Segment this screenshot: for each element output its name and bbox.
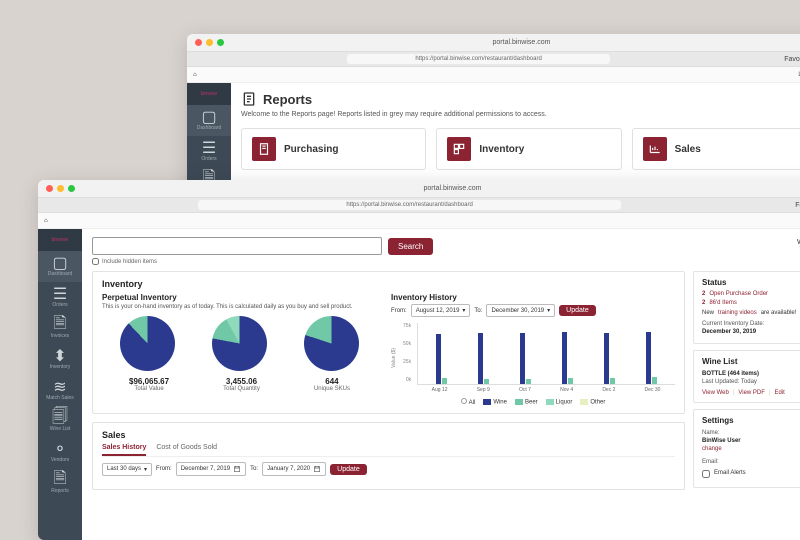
tab-sales-history[interactable]: Sales History — [102, 444, 146, 456]
settings-panel: Settings Name:BinWise Userchange Email: … — [693, 409, 800, 489]
bar-group — [562, 332, 573, 384]
pie-chart — [120, 316, 175, 371]
url-field[interactable]: https://portal.binwise.com/restaurant/da… — [347, 54, 610, 64]
close-dot[interactable] — [195, 39, 202, 46]
calendar-icon — [313, 465, 321, 473]
bar-group — [436, 334, 447, 384]
orders-icon: ☰ — [203, 142, 215, 154]
reports-icon — [241, 91, 257, 107]
inventory-icon — [447, 137, 471, 161]
winelist-icon: 🗐 — [54, 412, 66, 424]
close-dot[interactable] — [46, 185, 53, 192]
orders-icon: ☰ — [54, 288, 66, 300]
sales-update-button[interactable]: Update — [330, 464, 367, 475]
sales-panel: Sales Sales History Cost of Goods Sold L… — [92, 422, 685, 490]
edit-link[interactable]: Edit — [775, 390, 785, 396]
inventory-history-chart: Value ($) 75k50k25k0k Aug 12Sep 9Oct 7No… — [391, 323, 675, 393]
zoom-dot[interactable] — [68, 185, 75, 192]
dashboard-main: Search Welcome, Today is M Include hidde… — [82, 229, 800, 540]
nav-matchsales[interactable]: ≋Match Sales — [38, 375, 82, 406]
sidebar: binwise ▢Dashboard ☰Orders 🗎Invoices ⬍In… — [38, 229, 82, 540]
calendar-icon — [233, 465, 241, 473]
traffic-lights[interactable] — [195, 39, 224, 46]
bar-group — [604, 333, 615, 384]
inventory-nav-icon: ⬍ — [54, 350, 66, 362]
zoom-dot[interactable] — [217, 39, 224, 46]
nav-orders[interactable]: ☰Orders — [187, 136, 231, 167]
nav-inventory[interactable]: ⬍Inventory — [38, 344, 82, 375]
nav-orders[interactable]: ☰Orders — [38, 282, 82, 313]
bar-group — [646, 332, 657, 384]
home-icon[interactable]: ⌂ — [44, 218, 48, 224]
history-to-date[interactable]: December 30, 2019 ▾ — [486, 304, 555, 317]
page-title: Reports — [263, 92, 312, 107]
nav-dashboard[interactable]: ▢Dashboard — [187, 105, 231, 136]
logo[interactable]: binwise — [187, 83, 231, 105]
bar-group — [478, 333, 489, 384]
tab-cogs[interactable]: Cost of Goods Sold — [156, 444, 217, 456]
nav-dashboard[interactable]: ▢Dashboard — [38, 251, 82, 282]
purchasing-icon — [252, 137, 276, 161]
traffic-lights[interactable] — [46, 185, 75, 192]
inventory-title: Inventory — [102, 279, 675, 289]
minimize-dot[interactable] — [206, 39, 213, 46]
pie-chart — [212, 316, 267, 371]
minimize-dot[interactable] — [57, 185, 64, 192]
match-icon: ≋ — [54, 381, 66, 393]
address-text: portal.binwise.com — [75, 185, 800, 192]
app-toolbar: ⌂ Location — [38, 213, 800, 229]
include-hidden-checkbox[interactable] — [92, 258, 99, 265]
titlebar: portal.binwise.com — [38, 180, 800, 198]
card-inventory[interactable]: Inventory — [436, 128, 621, 170]
home-icon[interactable]: ⌂ — [193, 72, 197, 78]
include-hidden-label: Include hidden items — [102, 259, 157, 265]
inventory-panel: Inventory Perpetual Inventory This is yo… — [92, 271, 685, 414]
address-text: portal.binwise.com — [224, 39, 800, 46]
dashboard-icon: ▢ — [203, 111, 215, 123]
status-panel: Status 2Open Purchase Order286'd Items N… — [693, 271, 800, 344]
page-subtitle: Welcome to the Reports page! Reports lis… — [241, 111, 800, 118]
nav-vendors[interactable]: ⚬Vendors — [38, 437, 82, 468]
favorites-tab[interactable]: Favorites — [781, 202, 800, 209]
sales-icon — [643, 137, 667, 161]
favorites-tab[interactable]: Favorites — [770, 56, 800, 63]
history-from-date[interactable]: August 12, 2019 ▾ — [411, 304, 471, 317]
winelist-panel: Wine List BOTTLE (464 items)Last Updated… — [693, 350, 800, 403]
vendors-icon: ⚬ — [54, 443, 66, 455]
search-button[interactable]: Search — [388, 238, 433, 255]
app-toolbar: ⌂ Location — [187, 67, 800, 83]
history-update-button[interactable]: Update — [559, 305, 596, 316]
bar-group — [520, 333, 531, 384]
search-input[interactable] — [92, 237, 382, 255]
training-link[interactable]: training videos — [718, 310, 757, 316]
email-alerts-checkbox[interactable] — [702, 470, 710, 478]
nav-reports[interactable]: 🗎Reports — [38, 468, 82, 499]
nav-invoices[interactable]: 🗎Invoices — [38, 313, 82, 344]
tabbar: https://portal.binwise.com/restaurant/da… — [38, 198, 800, 213]
invoices-icon: 🗎 — [54, 319, 66, 331]
sales-to-date[interactable]: January 7, 2020 — [262, 462, 326, 476]
dashboard-icon: ▢ — [54, 257, 66, 269]
view-web-link[interactable]: View Web — [702, 390, 729, 396]
change-name-link[interactable]: change — [702, 446, 722, 452]
card-purchasing[interactable]: Purchasing — [241, 128, 426, 170]
url-field[interactable]: https://portal.binwise.com/restaurant/da… — [198, 200, 621, 210]
reports-nav-icon: 🗎 — [54, 474, 66, 486]
inventory-pies — [102, 316, 377, 371]
card-sales[interactable]: Sales — [632, 128, 800, 170]
chart-legend: All Wine Beer Liquor Other — [391, 398, 675, 406]
nav-winelist[interactable]: 🗐Wine List — [38, 406, 82, 437]
pie-chart — [304, 316, 359, 371]
logo[interactable]: binwise — [38, 229, 82, 251]
titlebar: portal.binwise.com — [187, 34, 800, 52]
view-pdf-link[interactable]: View PDF — [738, 390, 765, 396]
tabbar: https://portal.binwise.com/restaurant/da… — [187, 52, 800, 67]
sales-from-date[interactable]: December 7, 2019 — [176, 462, 246, 476]
sales-range[interactable]: Last 30 days ▾ — [102, 463, 152, 476]
dashboard-window: portal.binwise.com https://portal.binwis… — [38, 180, 800, 540]
